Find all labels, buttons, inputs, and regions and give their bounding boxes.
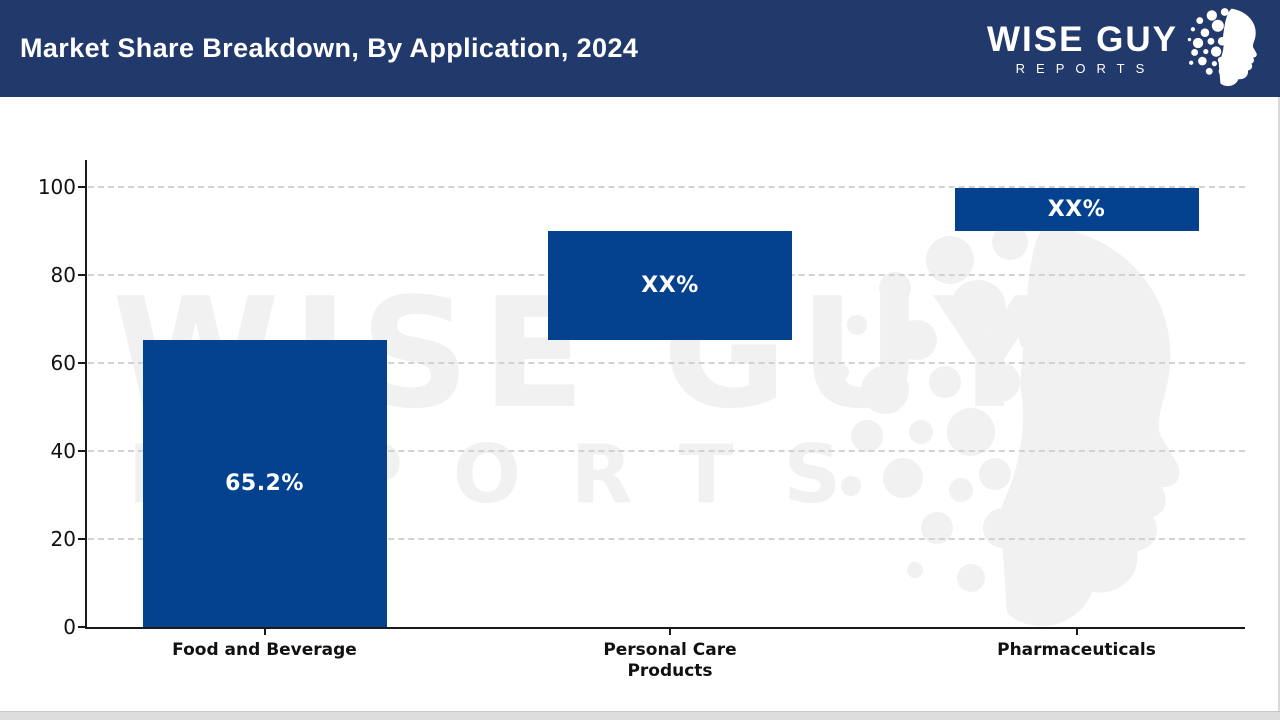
- bar-2: XX%: [954, 187, 1199, 231]
- y-tick-80: [78, 274, 87, 276]
- gridline-40: [88, 450, 1245, 452]
- x-axis-line: [85, 627, 1245, 629]
- y-tick-label-20: 20: [50, 527, 76, 551]
- bar-0: 65.2%: [142, 340, 387, 627]
- footer-strip: [0, 711, 1280, 720]
- wiseguy-logo: WISE GUY REPORTS: [987, 5, 1266, 93]
- logo-wordmark: WISE GUY: [986, 19, 1178, 59]
- header-bar: Market Share Breakdown, By Application, …: [0, 0, 1280, 97]
- x-tick-1: [669, 629, 671, 635]
- x-category-label-line: Food and Beverage: [172, 640, 357, 660]
- page-title: Market Share Breakdown, By Application, …: [20, 33, 639, 63]
- gridline-20: [88, 538, 1245, 540]
- y-tick-60: [78, 362, 87, 364]
- gridline-60: [88, 362, 1245, 364]
- x-category-label-line: Pharmaceuticals: [997, 640, 1156, 660]
- y-tick-label-40: 40: [50, 439, 76, 463]
- x-tick-0: [263, 629, 266, 635]
- y-tick-40: [78, 450, 87, 452]
- y-tick-label-80: 80: [50, 263, 76, 287]
- y-tick-0: [78, 626, 87, 628]
- y-tick-label-0: 0: [63, 615, 76, 639]
- wiseguy-head-watermark-icon: [833, 224, 1180, 627]
- bar-1: XX%: [548, 231, 792, 341]
- y-axis-line: [85, 160, 87, 629]
- y-tick-label-100: 100: [37, 175, 76, 199]
- x-category-label-1: Personal Care Products: [530, 640, 810, 682]
- logo-subtitle: REPORTS: [1015, 60, 1156, 76]
- y-tick-100: [78, 186, 87, 188]
- x-category-label-line: Personal Care: [603, 640, 737, 660]
- x-category-label-line: Products: [627, 661, 713, 681]
- x-tick-2: [1075, 629, 1078, 635]
- x-category-label-2: Pharmaceuticals: [937, 640, 1217, 661]
- bar-value-label-1: XX%: [641, 273, 699, 299]
- bar-value-label-2: XX%: [1047, 196, 1106, 222]
- gridline-100: [88, 186, 1245, 188]
- y-tick-label-60: 60: [50, 351, 76, 375]
- logo-text: WISE GUY REPORTS: [987, 22, 1178, 76]
- bar-value-label-0: 65.2%: [225, 471, 304, 497]
- x-category-label-0: Food and Beverage: [125, 640, 405, 661]
- wiseguy-head-icon: [1187, 7, 1257, 86]
- y-tick-20: [78, 538, 87, 540]
